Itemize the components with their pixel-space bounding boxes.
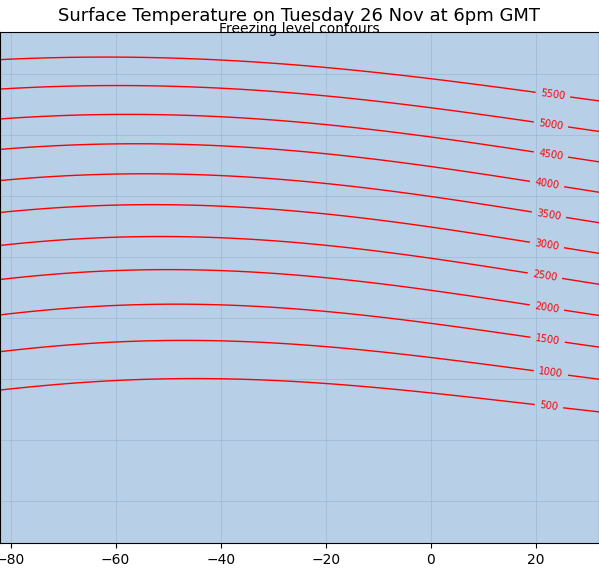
Text: 3000: 3000 <box>534 238 560 252</box>
Text: 4500: 4500 <box>538 148 564 161</box>
Text: 500: 500 <box>539 400 559 412</box>
Text: 1500: 1500 <box>535 333 561 346</box>
Text: 4000: 4000 <box>534 177 560 191</box>
Text: 5500: 5500 <box>540 88 566 101</box>
Text: Freezing level contours: Freezing level contours <box>219 22 380 36</box>
Text: 1000: 1000 <box>538 366 564 380</box>
Text: 2500: 2500 <box>532 269 558 283</box>
Text: 3500: 3500 <box>536 208 562 221</box>
Text: Surface Temperature on Tuesday 26 Nov at 6pm GMT: Surface Temperature on Tuesday 26 Nov at… <box>59 7 540 25</box>
Text: 2000: 2000 <box>534 301 560 314</box>
Text: 5000: 5000 <box>538 118 564 131</box>
